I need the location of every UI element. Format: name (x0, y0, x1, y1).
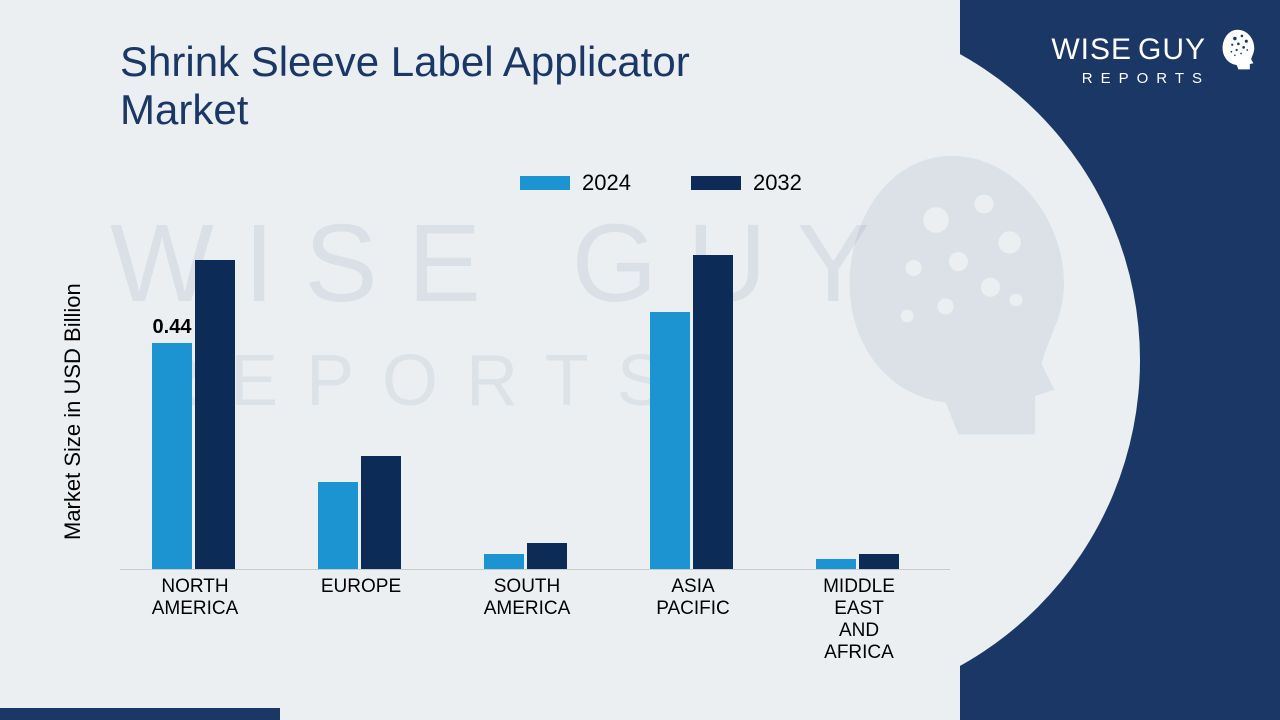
logo-text-wise: WISE (1051, 33, 1132, 67)
x-axis-category-label: SOUTH AMERICA (462, 576, 592, 620)
plot-area: 0.44 (120, 210, 950, 570)
bar-value-label: 0.44 (142, 316, 202, 339)
content-layer: WISE GUY REPORTS Shrink Sleeve Label App… (0, 0, 1280, 720)
legend-swatch-2032 (691, 176, 741, 190)
bar-2032 (195, 260, 235, 569)
page-root: WISE GUY REPORTS Shrink Sleeve Label App… (0, 0, 1280, 720)
legend: 2024 2032 (520, 170, 802, 196)
logo-text-reports: REPORTS (1051, 70, 1210, 87)
x-axis-labels: NORTH AMERICA EUROPE SOUTH AMERICA ASIA PAC… (120, 576, 950, 696)
footer-accent-bar (0, 708, 280, 720)
bar-2024 (816, 559, 856, 569)
y-axis-label: Market Size in USD Billion (60, 283, 86, 540)
bar-2024 (484, 554, 524, 569)
brand-logo: WISE GUY REPORTS (1051, 28, 1256, 87)
legend-label-2024: 2024 (582, 170, 631, 196)
x-axis-category-label: MIDDLE EAST AND AFRICA (794, 576, 924, 663)
bar-2024 (650, 312, 690, 569)
bar-2032 (527, 543, 567, 569)
logo-line1: WISE GUY (1051, 28, 1256, 72)
bar-2024 (152, 343, 192, 569)
chart-title: Shrink Sleeve Label Applicator Market (120, 38, 820, 135)
bar-2024 (318, 482, 358, 569)
bar-2032 (361, 456, 401, 569)
bar-chart: 0.44 (120, 210, 950, 570)
x-axis-category-label: EUROPE (296, 576, 426, 598)
x-axis-category-label: ASIA PACIFIC (628, 576, 758, 620)
x-axis-category-label: NORTH AMERICA (130, 576, 260, 620)
bar-2032 (859, 554, 899, 569)
bar-2032 (693, 255, 733, 569)
legend-item-2024: 2024 (520, 170, 631, 196)
logo-text-guy: GUY (1138, 33, 1206, 67)
legend-item-2032: 2032 (691, 170, 802, 196)
logo-head-icon (1212, 28, 1256, 72)
legend-label-2032: 2032 (753, 170, 802, 196)
legend-swatch-2024 (520, 176, 570, 190)
